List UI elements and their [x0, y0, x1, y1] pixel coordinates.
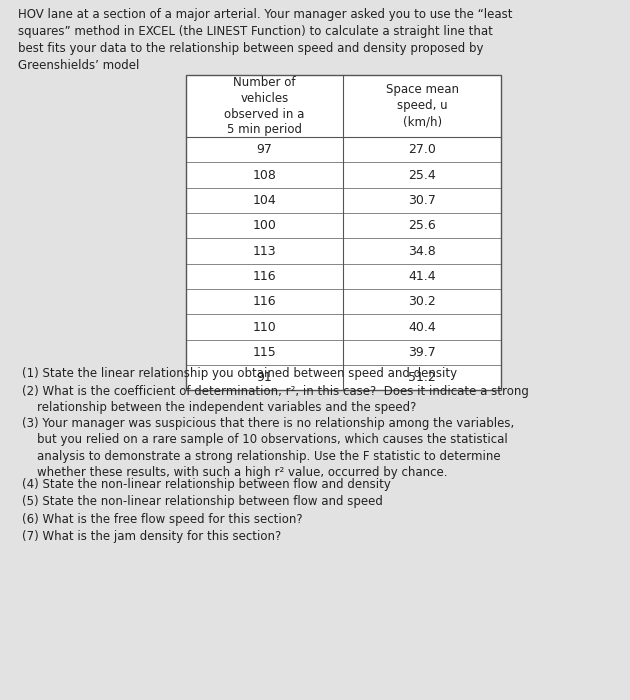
Text: 100: 100 — [253, 219, 277, 232]
Text: 91: 91 — [257, 371, 273, 384]
Text: 115: 115 — [253, 346, 277, 359]
Text: 30.2: 30.2 — [408, 295, 436, 308]
Text: Space mean
speed, u
(km/h): Space mean speed, u (km/h) — [386, 83, 459, 129]
Text: (7) What is the jam density for this section?: (7) What is the jam density for this sec… — [22, 531, 281, 543]
Text: (6) What is the free flow speed for this section?: (6) What is the free flow speed for this… — [22, 513, 302, 526]
Text: 40.4: 40.4 — [408, 321, 436, 334]
Text: 25.4: 25.4 — [408, 169, 436, 181]
Text: Number of
vehicles
observed in a
5 min period: Number of vehicles observed in a 5 min p… — [224, 76, 305, 136]
Text: (4) State the non-linear relationship between flow and density: (4) State the non-linear relationship be… — [22, 478, 391, 491]
Text: (2) What is the coefficient of determination, r², in this case?  Does it indicat: (2) What is the coefficient of determina… — [22, 385, 529, 414]
Text: 30.7: 30.7 — [408, 194, 436, 207]
Text: 108: 108 — [253, 169, 277, 181]
Text: HOV lane at a section of a major arterial. Your manager asked you to use the “le: HOV lane at a section of a major arteria… — [18, 8, 512, 72]
Text: 104: 104 — [253, 194, 277, 207]
Text: (1) State the linear relationship you obtained between speed and density: (1) State the linear relationship you ob… — [22, 368, 457, 380]
Text: 97: 97 — [256, 144, 273, 156]
Text: 116: 116 — [253, 270, 277, 283]
Text: 116: 116 — [253, 295, 277, 308]
Text: (5) State the non-linear relationship between flow and speed: (5) State the non-linear relationship be… — [22, 496, 383, 508]
Text: 34.8: 34.8 — [408, 244, 436, 258]
Text: 113: 113 — [253, 244, 277, 258]
Text: 39.7: 39.7 — [408, 346, 436, 359]
Text: 27.0: 27.0 — [408, 144, 436, 156]
Text: (3) Your manager was suspicious that there is no relationship among the variable: (3) Your manager was suspicious that the… — [22, 416, 514, 480]
Text: 110: 110 — [253, 321, 277, 334]
Bar — [186, 75, 501, 391]
Text: 51.2: 51.2 — [408, 371, 436, 384]
Text: 41.4: 41.4 — [408, 270, 436, 283]
Text: 25.6: 25.6 — [408, 219, 436, 232]
